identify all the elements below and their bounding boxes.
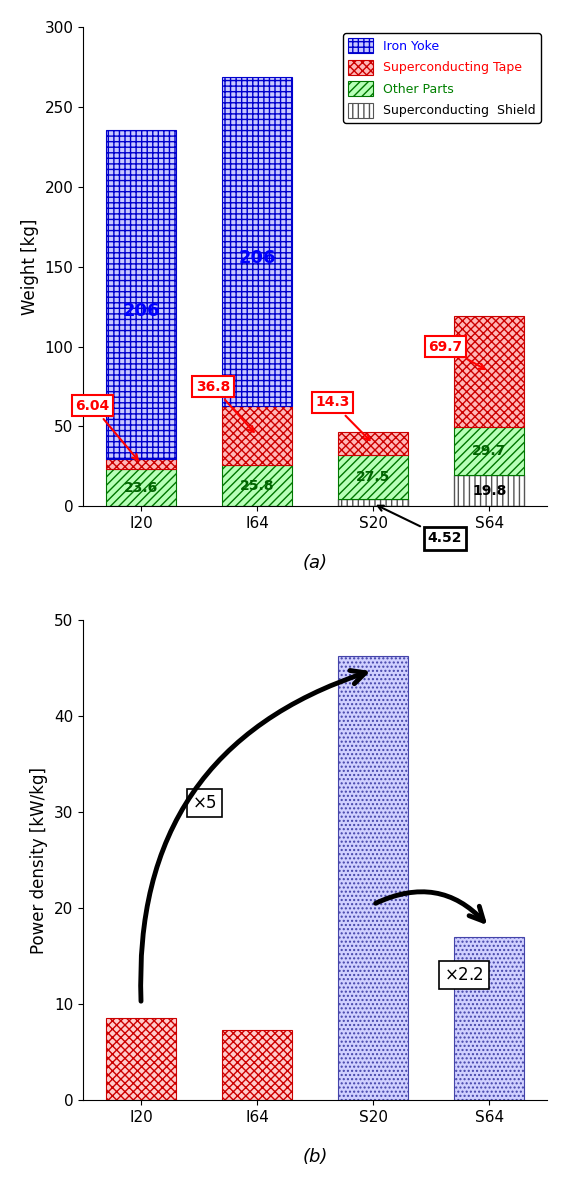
Text: 69.7: 69.7 bbox=[428, 340, 485, 369]
Text: 36.8: 36.8 bbox=[196, 380, 254, 432]
Bar bbox=[454, 474, 524, 506]
Text: 29.7: 29.7 bbox=[472, 444, 506, 458]
Y-axis label: Weight [kg]: Weight [kg] bbox=[21, 218, 39, 315]
Text: 206: 206 bbox=[239, 249, 276, 267]
Bar bbox=[222, 1030, 292, 1100]
Text: 19.8: 19.8 bbox=[472, 484, 506, 498]
Text: $\times 2.2$: $\times 2.2$ bbox=[444, 966, 483, 984]
Text: 23.6: 23.6 bbox=[124, 480, 158, 494]
Bar bbox=[106, 130, 176, 459]
Bar bbox=[454, 427, 524, 474]
Bar bbox=[339, 499, 408, 506]
Bar bbox=[106, 468, 176, 506]
Bar bbox=[339, 455, 408, 499]
Bar bbox=[339, 656, 408, 1100]
FancyArrowPatch shape bbox=[375, 892, 483, 922]
Bar bbox=[106, 459, 176, 468]
Text: 4.52: 4.52 bbox=[378, 506, 462, 545]
Text: (b): (b) bbox=[302, 1148, 328, 1166]
Text: 25.8: 25.8 bbox=[240, 479, 274, 493]
Text: 206: 206 bbox=[122, 302, 160, 320]
Legend: Iron Yoke, Superconducting Tape, Other Parts, Superconducting  Shield: Iron Yoke, Superconducting Tape, Other P… bbox=[343, 33, 541, 123]
Text: (a): (a) bbox=[303, 555, 328, 572]
Text: 14.3: 14.3 bbox=[315, 395, 370, 440]
Bar bbox=[454, 316, 524, 427]
Bar bbox=[454, 937, 524, 1100]
Bar bbox=[106, 1018, 176, 1100]
Text: 27.5: 27.5 bbox=[356, 470, 390, 484]
FancyArrowPatch shape bbox=[141, 670, 365, 1001]
Text: 6.04: 6.04 bbox=[76, 399, 138, 460]
Bar bbox=[222, 465, 292, 506]
Y-axis label: Power density [kW/kg]: Power density [kW/kg] bbox=[31, 767, 48, 953]
Bar bbox=[222, 77, 292, 406]
Bar bbox=[222, 406, 292, 465]
Bar bbox=[339, 432, 408, 455]
Text: $\times 5$: $\times 5$ bbox=[193, 793, 218, 812]
